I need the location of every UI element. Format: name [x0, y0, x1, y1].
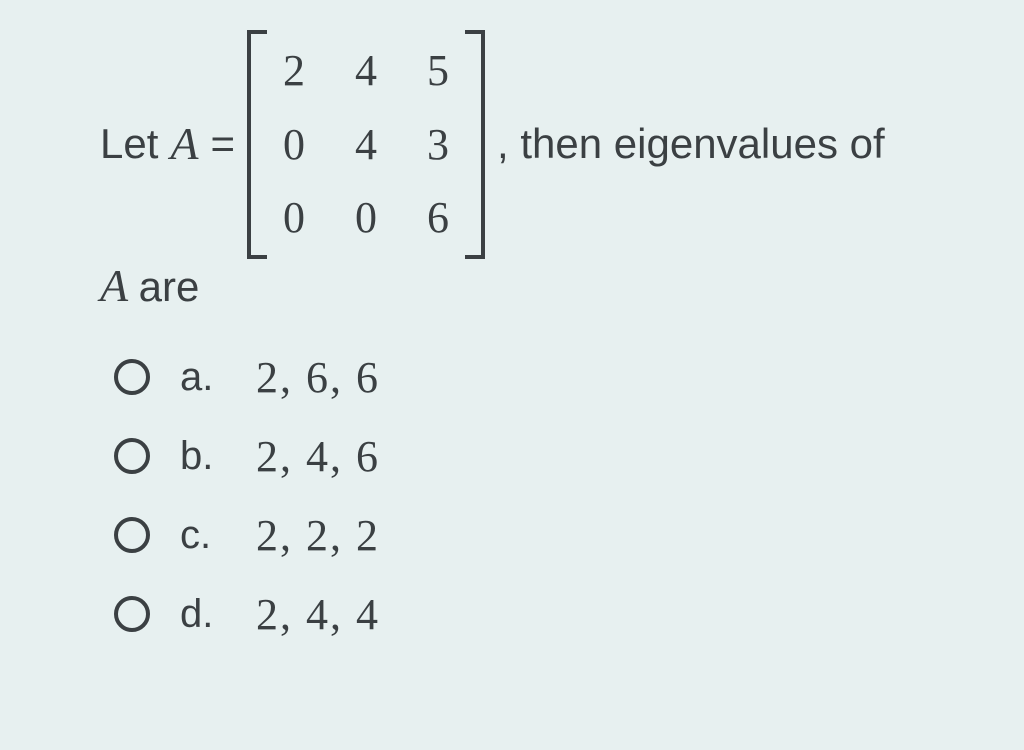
radio-icon[interactable] — [114, 517, 150, 553]
stem-line2-variable: A — [100, 260, 128, 311]
matrix-cell: 3 — [425, 114, 451, 176]
option-text: 2, 2, 2 — [256, 510, 380, 561]
matrix-cell: 6 — [425, 187, 451, 249]
stem-prefix: Let — [100, 115, 158, 174]
option-a[interactable]: a. 2, 6, 6 — [114, 352, 964, 403]
matrix-cell: 0 — [353, 187, 379, 249]
option-text: 2, 6, 6 — [256, 352, 380, 403]
question-page: Let A = 2 4 5 0 4 3 0 0 6 , then eigenva… — [0, 0, 1024, 670]
radio-icon[interactable] — [114, 438, 150, 474]
matrix-right-bracket — [465, 30, 485, 259]
option-b[interactable]: b. 2, 4, 6 — [114, 431, 964, 482]
option-letter: b. — [180, 434, 226, 479]
matrix-cell: 0 — [281, 187, 307, 249]
matrix: 2 4 5 0 4 3 0 0 6 — [247, 30, 485, 259]
radio-icon[interactable] — [114, 359, 150, 395]
matrix-cell: 0 — [281, 114, 307, 176]
option-d[interactable]: d. 2, 4, 4 — [114, 589, 964, 640]
stem-suffix: , then eigenvalues of — [497, 115, 885, 174]
option-letter: d. — [180, 592, 226, 637]
matrix-cell: 4 — [353, 40, 379, 102]
option-text: 2, 4, 6 — [256, 431, 380, 482]
matrix-left-bracket — [247, 30, 267, 259]
matrix-cell: 4 — [353, 114, 379, 176]
options-list: a. 2, 6, 6 b. 2, 4, 6 c. 2, 2, 2 d. 2, 4… — [114, 352, 964, 640]
option-letter: a. — [180, 355, 226, 400]
stem-variable: A — [170, 112, 198, 176]
stem-line2-rest: are — [139, 263, 200, 310]
stem-equals: = — [211, 115, 236, 174]
matrix-grid: 2 4 5 0 4 3 0 0 6 — [267, 30, 465, 259]
option-letter: c. — [180, 513, 226, 558]
question-stem: Let A = 2 4 5 0 4 3 0 0 6 , then eigenva… — [100, 30, 964, 259]
matrix-cell: 5 — [425, 40, 451, 102]
option-text: 2, 4, 4 — [256, 589, 380, 640]
question-stem-line2: A are — [100, 259, 964, 312]
radio-icon[interactable] — [114, 596, 150, 632]
option-c[interactable]: c. 2, 2, 2 — [114, 510, 964, 561]
matrix-cell: 2 — [281, 40, 307, 102]
